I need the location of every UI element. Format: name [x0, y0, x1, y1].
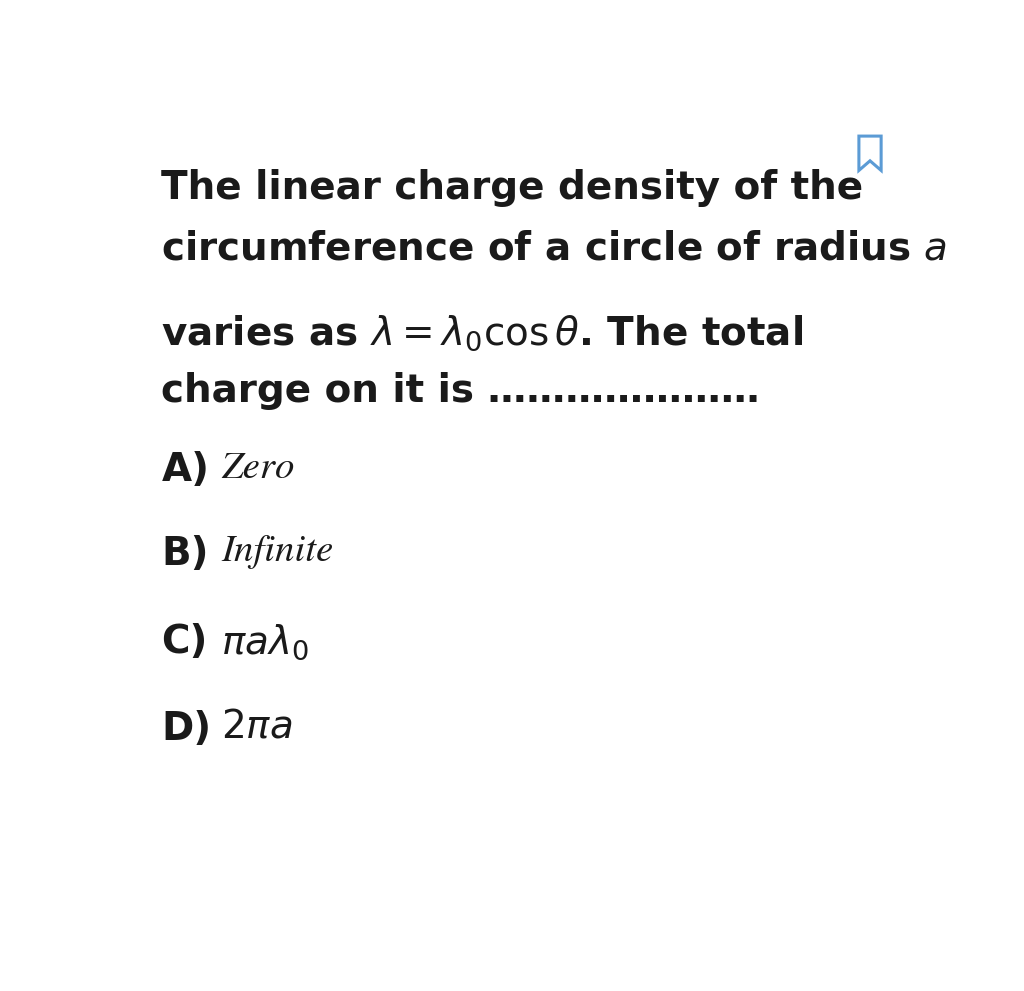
Text: charge on it is …………………: charge on it is …………………	[162, 373, 760, 410]
Text: The linear charge density of the: The linear charge density of the	[162, 168, 863, 206]
Text: B): B)	[162, 535, 209, 573]
Text: varies as $\lambda = \lambda_0 \cos\theta$. The total: varies as $\lambda = \lambda_0 \cos\thet…	[162, 313, 804, 353]
Text: $\pi a\lambda_0$: $\pi a\lambda_0$	[221, 622, 308, 662]
Text: A): A)	[162, 451, 209, 489]
Text: circumference of a circle of radius $a$: circumference of a circle of radius $a$	[162, 230, 947, 268]
Text: D): D)	[162, 711, 212, 748]
Text: $2\pi a$: $2\pi a$	[221, 711, 292, 745]
Text: Infinite: Infinite	[221, 535, 333, 570]
Text: C): C)	[162, 622, 208, 661]
Text: Zero: Zero	[221, 451, 294, 486]
